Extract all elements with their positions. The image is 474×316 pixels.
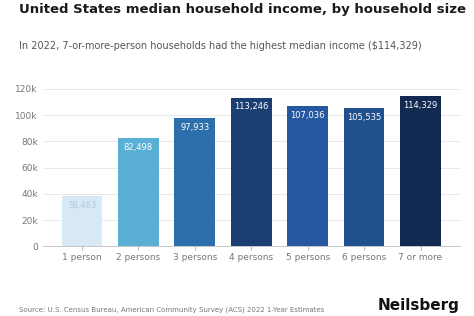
Bar	[62, 196, 102, 246]
Bar	[400, 96, 441, 246]
Text: 113,246: 113,246	[234, 102, 268, 112]
Text: 97,933: 97,933	[180, 123, 210, 131]
Text: 114,329: 114,329	[403, 101, 438, 110]
Text: Neilsberg: Neilsberg	[378, 298, 460, 313]
Bar	[231, 98, 272, 246]
Text: United States median household income, by household size: United States median household income, b…	[19, 3, 466, 16]
Text: 38,463: 38,463	[67, 201, 97, 210]
Bar	[118, 138, 159, 246]
Text: 107,036: 107,036	[291, 111, 325, 119]
Bar	[174, 118, 215, 246]
Text: 105,535: 105,535	[347, 112, 381, 122]
Text: Source: U.S. Census Bureau, American Community Survey (ACS) 2022 1-Year Estimate: Source: U.S. Census Bureau, American Com…	[19, 306, 324, 313]
Text: In 2022, 7-or-more-person households had the highest median income ($114,329): In 2022, 7-or-more-person households had…	[19, 41, 421, 51]
Text: 82,498: 82,498	[124, 143, 153, 152]
Bar	[344, 108, 384, 246]
Bar	[287, 106, 328, 246]
